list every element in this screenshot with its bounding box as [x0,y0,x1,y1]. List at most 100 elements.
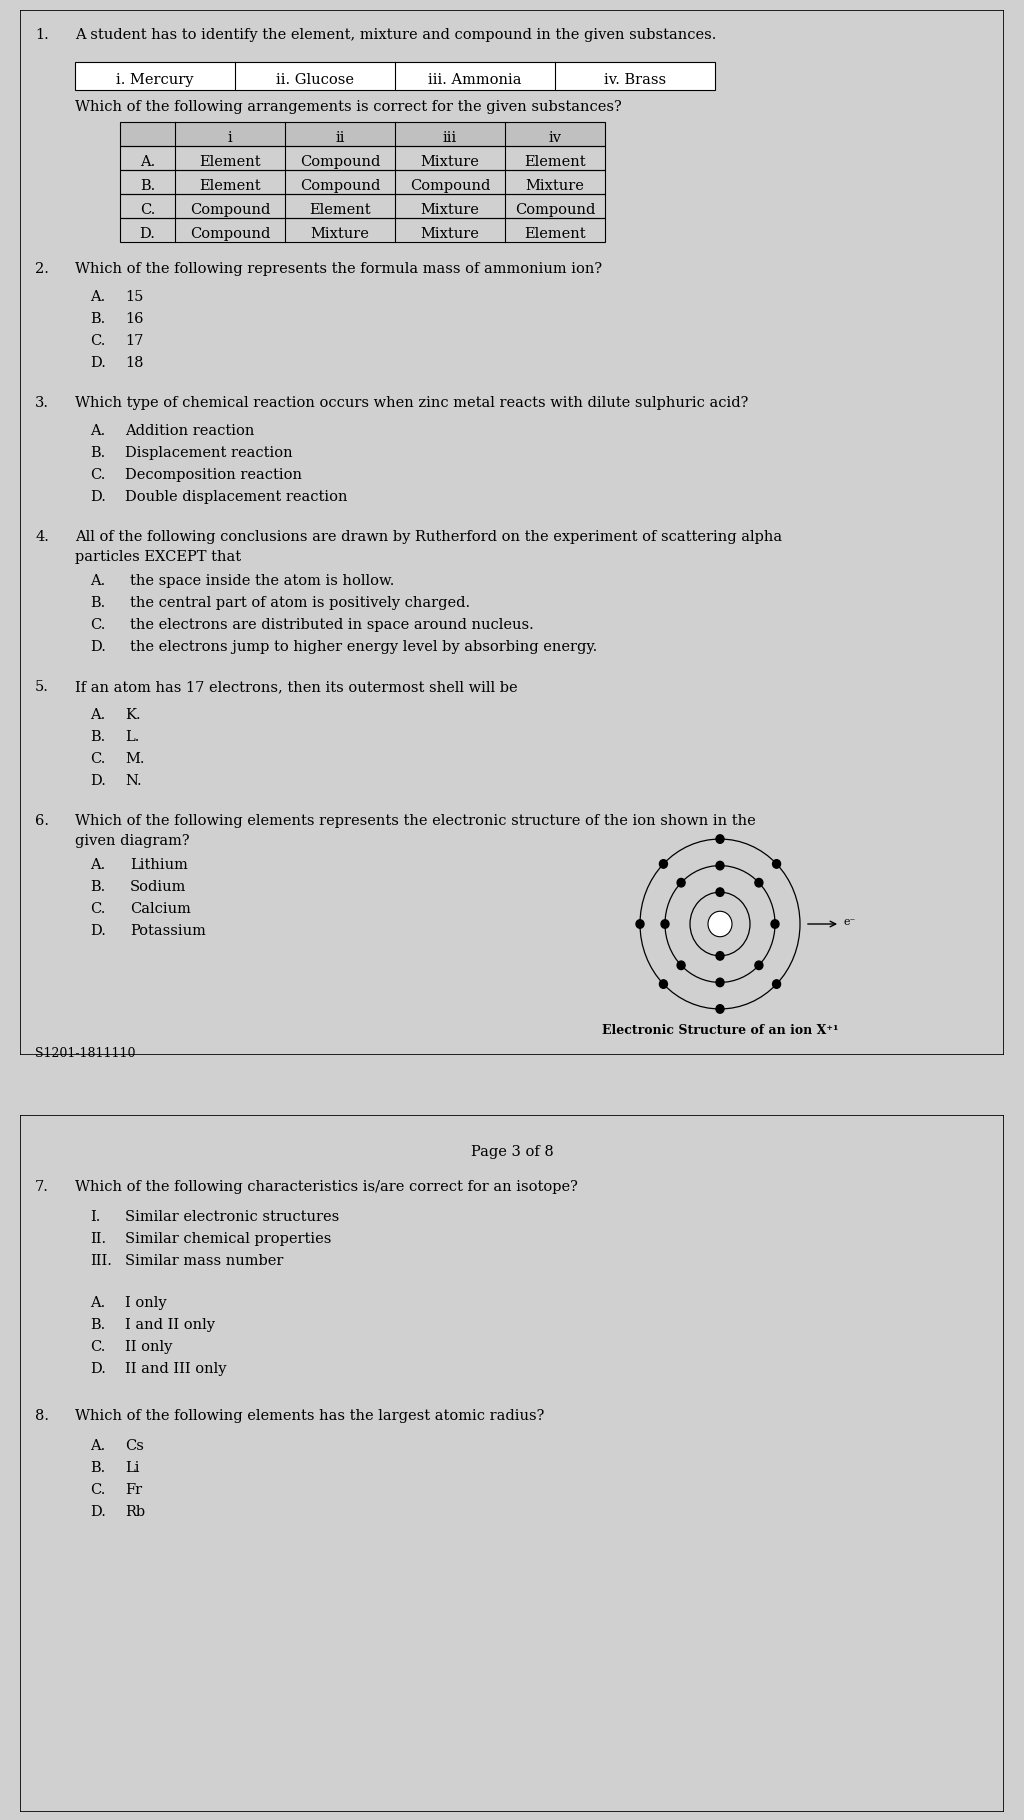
Text: Which of the following elements has the largest atomic radius?: Which of the following elements has the … [75,1409,545,1423]
Text: C.: C. [90,1340,105,1354]
Text: Mixture: Mixture [310,228,370,240]
Text: II.: II. [90,1232,106,1247]
Text: 1.: 1. [35,27,49,42]
Text: Element: Element [309,204,371,217]
Text: D.: D. [90,774,105,788]
Text: A.: A. [140,155,155,169]
Ellipse shape [716,888,724,897]
Text: D.: D. [139,228,156,240]
Text: Which of the following represents the formula mass of ammonium ion?: Which of the following represents the fo… [75,262,602,277]
Text: Which of the following elements represents the electronic structure of the ion s: Which of the following elements represen… [75,814,756,828]
Ellipse shape [636,919,644,928]
Text: N.: N. [125,774,141,788]
Text: C.: C. [90,619,105,632]
Text: p: p [717,914,723,923]
Ellipse shape [755,961,763,970]
Text: C.: C. [140,204,156,217]
Text: 6.: 6. [35,814,49,828]
Bar [120,146,605,169]
Text: Electronic Structure of an ion X⁺¹: Electronic Structure of an ion X⁺¹ [602,1025,839,1037]
Ellipse shape [716,861,724,870]
Text: i. Mercury: i. Mercury [117,73,194,87]
Text: I and II only: I and II only [125,1318,215,1332]
Text: 3.: 3. [35,397,49,410]
Text: Element: Element [200,155,261,169]
Text: Similar chemical properties: Similar chemical properties [125,1232,332,1247]
Text: C.: C. [90,468,105,482]
Bar [120,122,605,146]
Text: If an atom has 17 electrons, then its outermost shell will be: If an atom has 17 electrons, then its ou… [75,681,517,693]
Text: Sodium: Sodium [130,881,186,894]
Text: iii. Ammonia: iii. Ammonia [428,73,522,87]
Text: B.: B. [90,1461,105,1474]
Text: A.: A. [90,1440,105,1452]
Ellipse shape [772,979,780,988]
Text: Compound: Compound [300,155,380,169]
Text: Calcium: Calcium [130,903,190,915]
Text: A.: A. [90,708,105,723]
Text: Which of the following arrangements is correct for the given substances?: Which of the following arrangements is c… [75,100,622,115]
Text: n: n [717,926,723,935]
Text: II only: II only [125,1340,172,1354]
Ellipse shape [772,859,780,868]
Text: C.: C. [90,752,105,766]
Text: 17: 17 [125,335,143,348]
Text: Which of the following characteristics is/are correct for an isotope?: Which of the following characteristics i… [75,1179,578,1194]
Text: Element: Element [524,228,586,240]
Text: A.: A. [90,857,105,872]
Text: 18: 18 [125,357,143,369]
Text: 4.: 4. [35,530,49,544]
Text: B.: B. [90,881,105,894]
Text: D.: D. [90,490,105,504]
Text: Compound: Compound [410,178,490,193]
Text: Addition reaction: Addition reaction [125,424,254,439]
Bar [120,122,605,146]
Text: A.: A. [90,424,105,439]
Text: A.: A. [90,289,105,304]
Text: 8.: 8. [35,1409,49,1423]
Text: S1201-1811110: S1201-1811110 [35,1046,135,1059]
Ellipse shape [755,879,763,886]
Text: Mixture: Mixture [421,155,479,169]
Text: Element: Element [200,178,261,193]
Text: e⁻: e⁻ [843,917,855,926]
Text: iii: iii [442,131,457,146]
Text: B.: B. [90,446,105,460]
Text: II and III only: II and III only [125,1361,226,1376]
Text: Fr: Fr [125,1483,142,1498]
Text: Compound: Compound [515,204,595,217]
Text: D.: D. [90,641,105,653]
Ellipse shape [708,912,732,937]
Text: Li: Li [125,1461,139,1474]
Text: Element: Element [524,155,586,169]
Text: Compound: Compound [300,178,380,193]
Text: Compound: Compound [189,228,270,240]
Text: B.: B. [140,178,155,193]
Ellipse shape [716,1005,724,1014]
Text: 2.: 2. [35,262,49,277]
Text: Lithium: Lithium [130,857,187,872]
Ellipse shape [659,859,668,868]
Text: B.: B. [90,1318,105,1332]
Text: C.: C. [90,1483,105,1498]
Text: Mixture: Mixture [525,178,585,193]
Text: the electrons are distributed in space around nucleus.: the electrons are distributed in space a… [130,619,534,632]
Text: the central part of atom is positively charged.: the central part of atom is positively c… [130,595,470,610]
Text: Decomposition reaction: Decomposition reaction [125,468,302,482]
Text: Potassium: Potassium [130,925,206,937]
Ellipse shape [662,919,669,928]
Text: Similar electronic structures: Similar electronic structures [125,1210,339,1225]
Text: I.: I. [90,1210,100,1225]
Text: Rb: Rb [125,1505,145,1520]
Text: M.: M. [125,752,144,766]
Text: Mixture: Mixture [421,204,479,217]
Text: 5.: 5. [35,681,49,693]
Text: Double displacement reaction: Double displacement reaction [125,490,347,504]
Bar [120,169,605,195]
Text: Displacement reaction: Displacement reaction [125,446,293,460]
Text: ii. Glucose: ii. Glucose [276,73,354,87]
Text: Page 3 of 8: Page 3 of 8 [471,1145,553,1159]
Ellipse shape [771,919,779,928]
Text: Compound: Compound [189,204,270,217]
Ellipse shape [677,879,685,886]
